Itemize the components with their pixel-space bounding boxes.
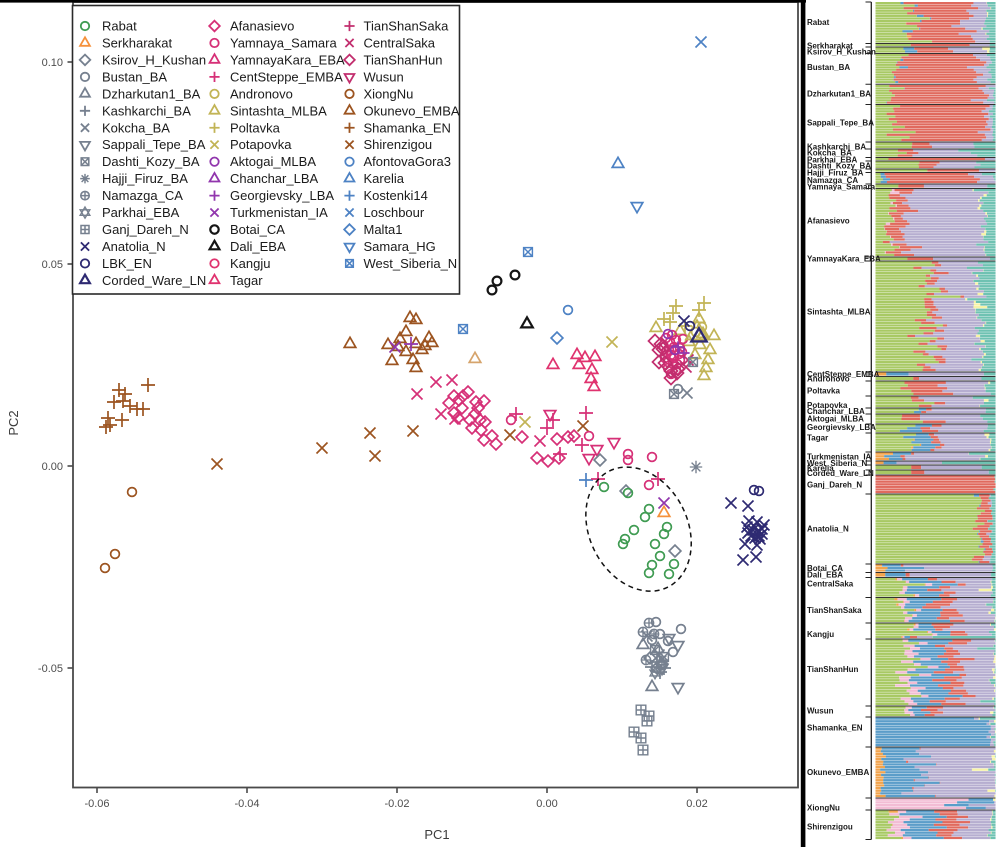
svg-text:Georgievsky_LBA: Georgievsky_LBA — [230, 188, 334, 203]
svg-text:Sappali_Tepe_BA: Sappali_Tepe_BA — [807, 119, 874, 128]
svg-text:Bustan_BA: Bustan_BA — [807, 63, 850, 72]
svg-text:LBK_EN: LBK_EN — [102, 256, 152, 271]
svg-text:CentSteppe_EMBA: CentSteppe_EMBA — [230, 69, 343, 84]
svg-text:Anatolia_N: Anatolia_N — [102, 239, 166, 254]
svg-text:Kostenki14: Kostenki14 — [364, 188, 428, 203]
svg-text:West_Siberia_N: West_Siberia_N — [364, 256, 458, 271]
svg-text:Dashti_Kozy_BA: Dashti_Kozy_BA — [102, 154, 200, 169]
svg-text:Loschbour: Loschbour — [364, 205, 425, 220]
svg-text:-0.05: -0.05 — [38, 663, 63, 675]
svg-text:Sintashta_MLBA: Sintashta_MLBA — [230, 103, 327, 118]
svg-text:Ganj_Dareh_N: Ganj_Dareh_N — [807, 481, 862, 490]
svg-text:Andronovo: Andronovo — [807, 375, 850, 384]
svg-text:Kangju: Kangju — [230, 256, 270, 271]
svg-text:XiongNu: XiongNu — [364, 86, 414, 101]
svg-text:Poltavka: Poltavka — [230, 120, 281, 135]
svg-text:Shirenzigou: Shirenzigou — [364, 137, 433, 152]
svg-text:PC2: PC2 — [6, 410, 21, 435]
svg-text:Sintashta_MLBA: Sintashta_MLBA — [807, 308, 871, 317]
svg-text:Aktogai_MLBA: Aktogai_MLBA — [230, 154, 316, 169]
svg-text:Ksirov_H_Kushan: Ksirov_H_Kushan — [102, 52, 206, 67]
svg-text:TianShanHun: TianShanHun — [807, 665, 859, 674]
svg-text:0.02: 0.02 — [686, 798, 707, 810]
svg-text:Corded_Ware_LN: Corded_Ware_LN — [102, 273, 206, 288]
svg-text:Hajji_Firuz_BA: Hajji_Firuz_BA — [102, 171, 188, 186]
svg-text:0.00: 0.00 — [42, 461, 63, 473]
svg-text:Sappali_Tepe_BA: Sappali_Tepe_BA — [102, 137, 206, 152]
svg-text:-0.06: -0.06 — [84, 798, 109, 810]
svg-text:CentralSaka: CentralSaka — [807, 580, 854, 589]
svg-text:Ksirov_H_Kushan: Ksirov_H_Kushan — [807, 48, 876, 57]
svg-text:Turkmenistan_IA: Turkmenistan_IA — [230, 205, 328, 220]
svg-text:TianShanSaka: TianShanSaka — [364, 19, 450, 34]
svg-text:Potapovka: Potapovka — [230, 137, 292, 152]
svg-text:Anatolia_N: Anatolia_N — [807, 525, 849, 534]
svg-text:Afanasievo: Afanasievo — [230, 19, 294, 34]
svg-text:Dali_EBA: Dali_EBA — [807, 571, 843, 580]
svg-text:Parkhai_EBA: Parkhai_EBA — [102, 205, 180, 220]
svg-text:Malta1: Malta1 — [364, 222, 403, 237]
svg-text:Poltavka: Poltavka — [807, 387, 840, 396]
svg-text:Yamnaya_Samara: Yamnaya_Samara — [230, 35, 337, 50]
svg-text:0.10: 0.10 — [42, 57, 63, 69]
svg-text:YamnayaKara_EBA: YamnayaKara_EBA — [230, 52, 345, 67]
svg-text:Georgievsky_LBA: Georgievsky_LBA — [807, 423, 876, 432]
svg-text:Ganj_Dareh_N: Ganj_Dareh_N — [102, 222, 189, 237]
svg-text:AfontovaGora3: AfontovaGora3 — [364, 154, 451, 169]
svg-text:0.05: 0.05 — [42, 259, 63, 271]
svg-text:Okunevo_EMBA: Okunevo_EMBA — [807, 768, 869, 777]
svg-text:Tagar: Tagar — [807, 434, 828, 443]
svg-text:Samara_HG: Samara_HG — [364, 239, 436, 254]
svg-text:Dzharkutan1_BA: Dzharkutan1_BA — [807, 90, 871, 99]
svg-text:Dzharkutan1_BA: Dzharkutan1_BA — [102, 86, 201, 101]
svg-text:CentralSaka: CentralSaka — [364, 35, 436, 50]
svg-text:-0.04: -0.04 — [234, 798, 259, 810]
svg-text:Tagar: Tagar — [230, 273, 263, 288]
svg-text:XiongNu: XiongNu — [807, 804, 840, 813]
svg-text:Yamnaya_Samara: Yamnaya_Samara — [807, 183, 876, 192]
svg-text:TianShanHun: TianShanHun — [364, 52, 443, 67]
svg-text:Shamanka_EN: Shamanka_EN — [807, 724, 863, 733]
svg-text:TianShanSaka: TianShanSaka — [807, 606, 862, 615]
svg-text:Serkharakat: Serkharakat — [102, 35, 172, 50]
svg-text:Andronovo: Andronovo — [230, 86, 293, 101]
svg-text:Rabat: Rabat — [102, 19, 137, 34]
svg-text:-0.02: -0.02 — [384, 798, 409, 810]
svg-text:Dali_EBA: Dali_EBA — [230, 239, 286, 254]
svg-text:Kangju: Kangju — [807, 630, 834, 639]
svg-text:Namazga_CA: Namazga_CA — [102, 188, 183, 203]
svg-text:Chanchar_LBA: Chanchar_LBA — [230, 171, 318, 186]
svg-text:Corded_Ware_LN: Corded_Ware_LN — [807, 469, 874, 478]
svg-text:Shamanka_EN: Shamanka_EN — [364, 120, 451, 135]
svg-text:Rabat: Rabat — [807, 18, 830, 27]
svg-text:Wusun: Wusun — [364, 69, 404, 84]
svg-text:PC1: PC1 — [424, 827, 449, 842]
svg-text:Wusun: Wusun — [807, 707, 834, 716]
svg-text:Shirenzigou: Shirenzigou — [807, 823, 853, 832]
svg-text:Afanasievo: Afanasievo — [807, 217, 850, 226]
svg-text:Bustan_BA: Bustan_BA — [102, 69, 167, 84]
svg-text:YamnayaKara_EBA: YamnayaKara_EBA — [807, 255, 881, 264]
svg-text:Karelia: Karelia — [364, 171, 405, 186]
svg-text:Kashkarchi_BA: Kashkarchi_BA — [102, 103, 191, 118]
svg-text:Okunevo_EMBA: Okunevo_EMBA — [364, 103, 460, 118]
svg-text:0.00: 0.00 — [536, 798, 557, 810]
svg-text:Kokcha_BA: Kokcha_BA — [102, 120, 170, 135]
svg-text:Botai_CA: Botai_CA — [230, 222, 285, 237]
